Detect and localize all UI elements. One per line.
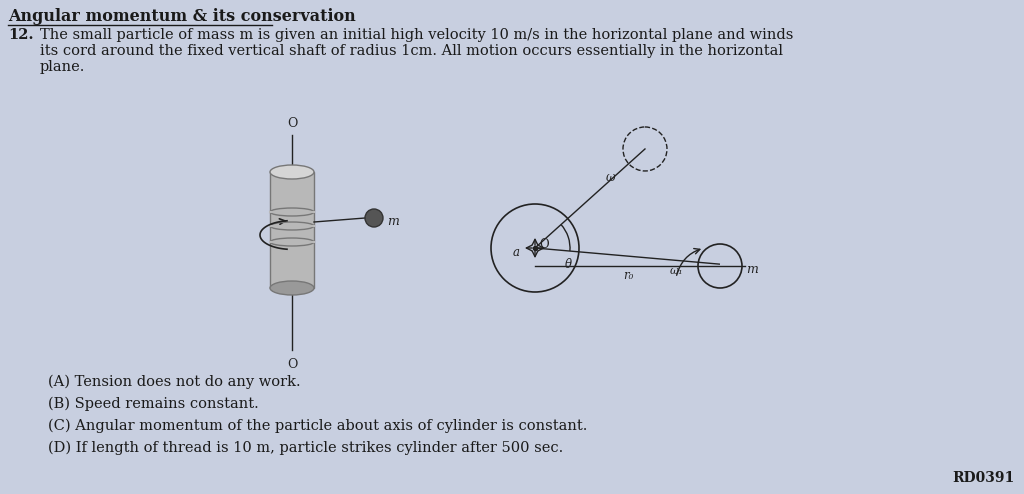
Text: its cord around the fixed vertical shaft of radius 1cm. All motion occurs essent: its cord around the fixed vertical shaft… xyxy=(40,44,783,58)
Text: 12.: 12. xyxy=(8,28,34,42)
Text: r₀: r₀ xyxy=(623,269,634,282)
Text: (A) Tension does not do any work.: (A) Tension does not do any work. xyxy=(48,375,301,389)
Text: a: a xyxy=(513,246,520,258)
Text: Angular momentum & its conservation: Angular momentum & its conservation xyxy=(8,8,355,25)
Text: plane.: plane. xyxy=(40,60,85,74)
Text: O: O xyxy=(539,238,549,251)
Text: (C) Angular momentum of the particle about axis of cylinder is constant.: (C) Angular momentum of the particle abo… xyxy=(48,419,588,433)
Text: ω₁: ω₁ xyxy=(670,266,684,276)
Text: m: m xyxy=(387,214,399,228)
Text: O: O xyxy=(287,358,297,371)
Polygon shape xyxy=(270,172,314,288)
Text: ω: ω xyxy=(606,171,615,184)
Text: The small particle of mass m is given an initial high velocity 10 m/s in the hor: The small particle of mass m is given an… xyxy=(40,28,794,42)
Text: θ: θ xyxy=(565,258,572,271)
Circle shape xyxy=(365,209,383,227)
Text: (B) Speed remains constant.: (B) Speed remains constant. xyxy=(48,397,259,412)
Ellipse shape xyxy=(270,281,314,295)
Text: m: m xyxy=(746,262,758,276)
Text: O: O xyxy=(287,117,297,130)
Ellipse shape xyxy=(270,165,314,179)
Text: RD0391: RD0391 xyxy=(952,471,1015,485)
Text: (D) If length of thread is 10 m, particle strikes cylinder after 500 sec.: (D) If length of thread is 10 m, particl… xyxy=(48,441,563,455)
